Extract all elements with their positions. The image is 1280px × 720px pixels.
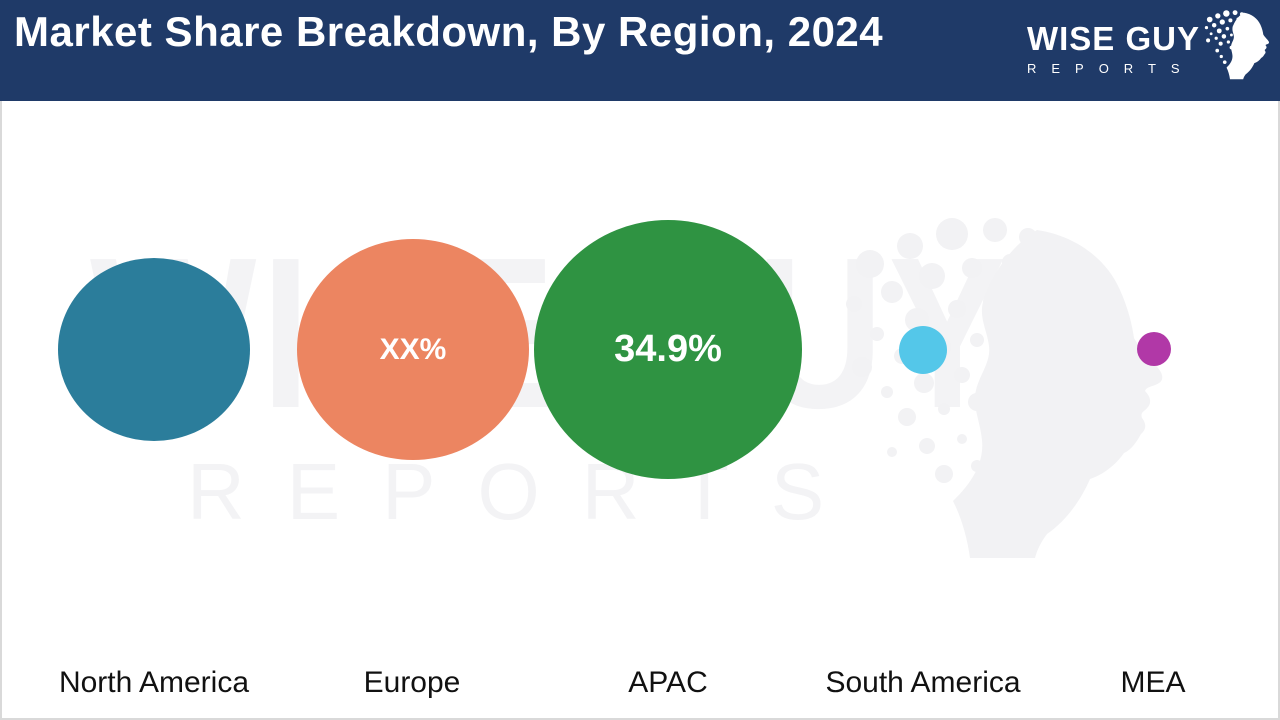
region-label-north-america: North America (58, 666, 250, 699)
bubble-europe: XX% (297, 239, 529, 460)
wiseguy-head-icon (1204, 10, 1270, 80)
bubble-mea (1137, 332, 1171, 366)
bubble-label: 34.9% (614, 328, 722, 370)
bubble-south-america (899, 326, 947, 374)
chart-area: WISE GUY REPORTS XX% (0, 101, 1280, 720)
logo-wordmark: WISE GUY (1026, 20, 1200, 57)
bubble-north-america (58, 258, 250, 441)
logo-subtitle: REPORTS (1026, 61, 1195, 76)
region-label-mea: MEA (1120, 666, 1186, 699)
bubble-apac: 34.9% (534, 220, 802, 479)
region-label-south-america: South America (825, 666, 1021, 699)
watermark-head-icon (846, 218, 1163, 558)
page-title: Market Share Breakdown, By Region, 2024 (14, 8, 884, 55)
watermark-subtitle: REPORTS (187, 447, 867, 536)
region-label-apac: APAC (628, 666, 708, 699)
region-label-europe: Europe (363, 666, 461, 699)
bubble-label: XX% (379, 332, 447, 366)
wiseguy-logo: WISE GUY REPORTS (1027, 6, 1272, 84)
header-bar: Market Share Breakdown, By Region, 2024 … (0, 0, 1280, 101)
